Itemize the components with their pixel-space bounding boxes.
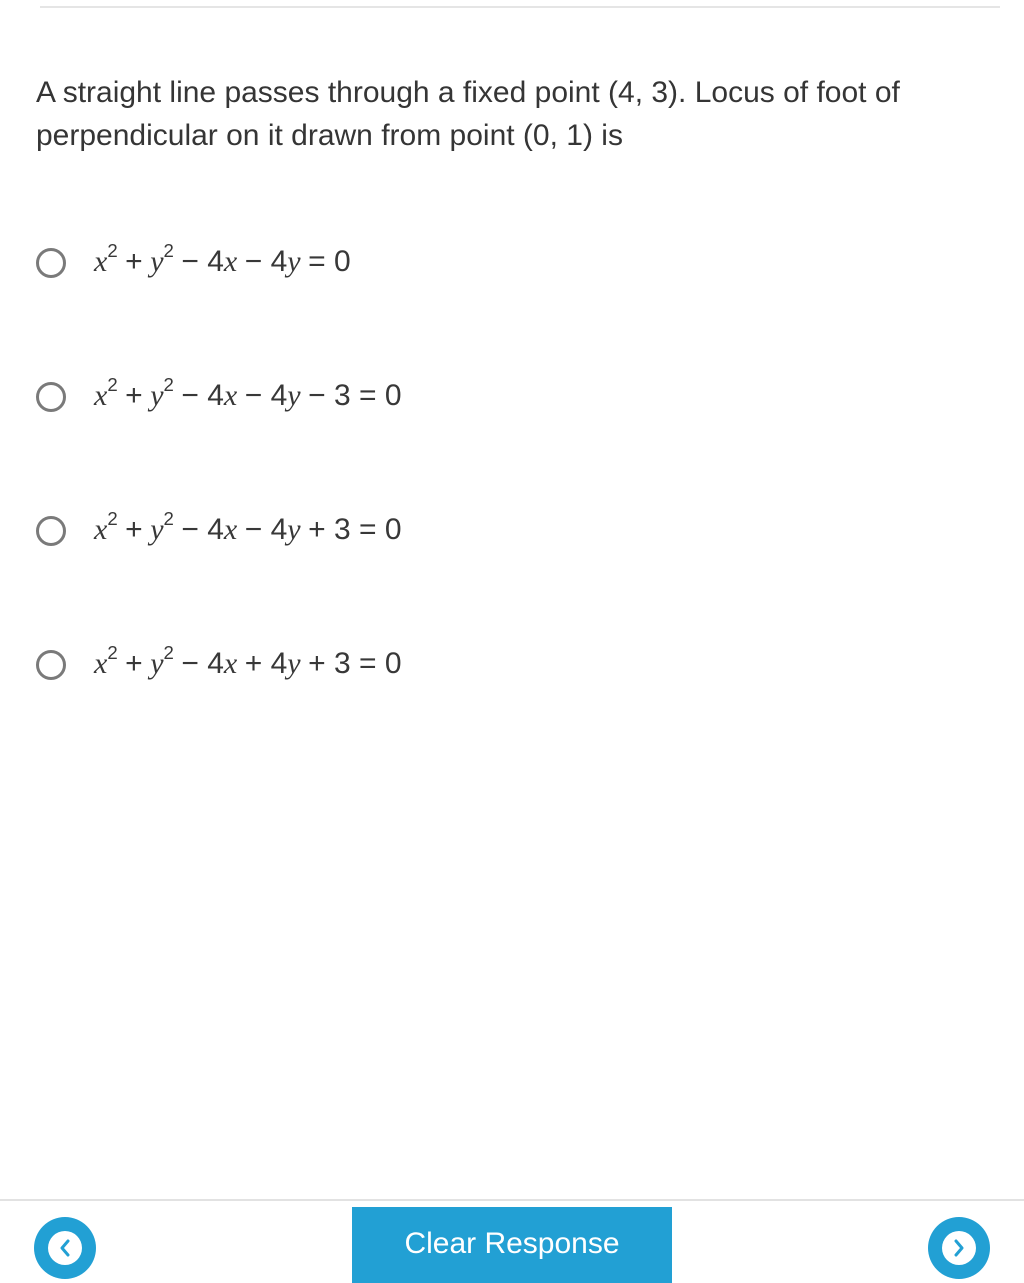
options-list: x2 + y2 − 4x − 4y = 0 x2 + y2 − 4x − 4y … bbox=[36, 243, 988, 681]
option-4[interactable]: x2 + y2 − 4x + 4y + 3 = 0 bbox=[36, 645, 988, 681]
next-button[interactable] bbox=[928, 1217, 990, 1279]
option-label: x2 + y2 − 4x + 4y + 3 = 0 bbox=[94, 645, 402, 681]
option-label: x2 + y2 − 4x − 4y = 0 bbox=[94, 243, 351, 279]
option-label: x2 + y2 − 4x − 4y + 3 = 0 bbox=[94, 511, 402, 547]
quiz-page: A straight line passes through a fixed p… bbox=[0, 0, 1024, 1283]
clear-response-button[interactable]: Clear Response bbox=[352, 1207, 671, 1283]
radio-icon[interactable] bbox=[36, 650, 66, 680]
radio-icon[interactable] bbox=[36, 516, 66, 546]
option-3[interactable]: x2 + y2 − 4x − 4y + 3 = 0 bbox=[36, 511, 988, 547]
prev-button[interactable] bbox=[34, 1217, 96, 1279]
chevron-left-icon bbox=[48, 1231, 82, 1265]
option-1[interactable]: x2 + y2 − 4x − 4y = 0 bbox=[36, 243, 988, 279]
question-area: A straight line passes through a fixed p… bbox=[0, 8, 1024, 1199]
question-text: A straight line passes through a fixed p… bbox=[36, 72, 988, 157]
radio-icon[interactable] bbox=[36, 382, 66, 412]
option-2[interactable]: x2 + y2 − 4x − 4y − 3 = 0 bbox=[36, 377, 988, 413]
footer-bar: Clear Response bbox=[0, 1201, 1024, 1283]
top-divider bbox=[40, 0, 1000, 8]
radio-icon[interactable] bbox=[36, 248, 66, 278]
chevron-right-icon bbox=[942, 1231, 976, 1265]
option-label: x2 + y2 − 4x − 4y − 3 = 0 bbox=[94, 377, 402, 413]
